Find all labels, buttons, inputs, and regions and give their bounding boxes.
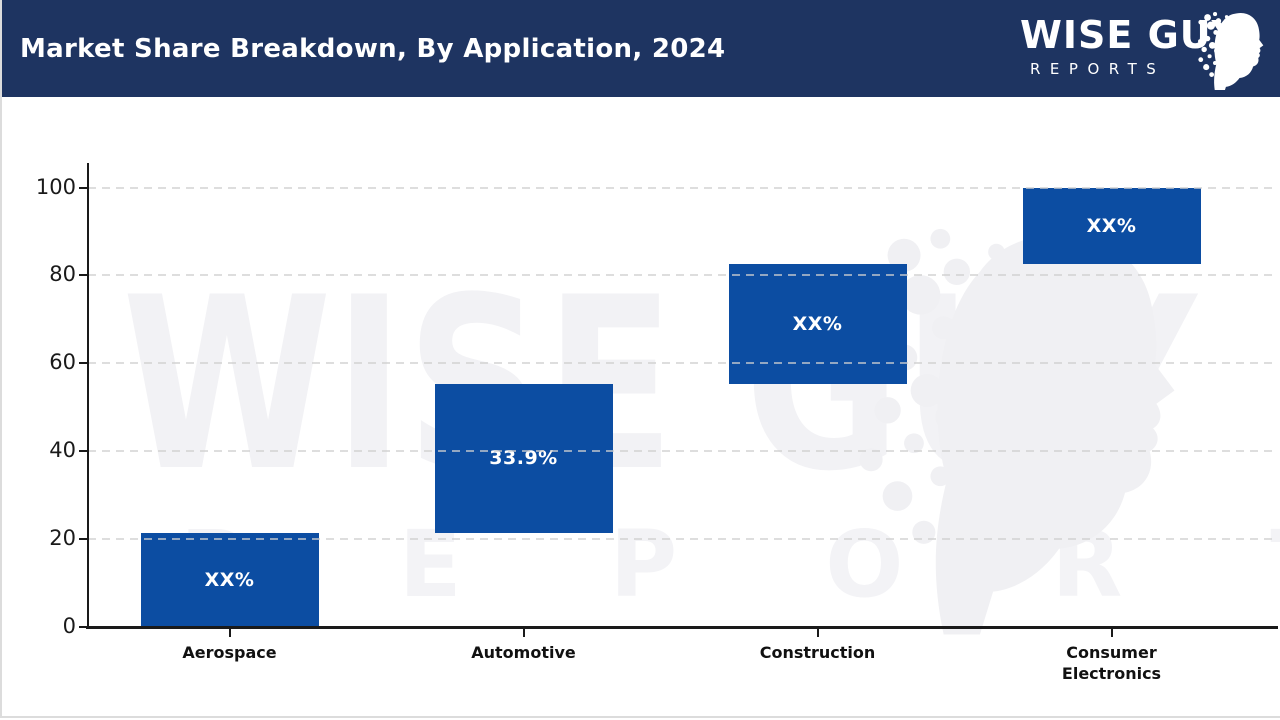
y-gridline	[88, 274, 1277, 277]
y-tick-label: 60	[49, 350, 76, 375]
watermark-line1: WISE GUY	[122, 247, 1198, 524]
svg-text:REPORTS: REPORTS	[1030, 60, 1165, 78]
x-category-label: Consumer Electronics	[1061, 642, 1162, 684]
page-title: Market Share Breakdown, By Application, …	[20, 33, 726, 64]
x-tick	[522, 628, 525, 637]
bar-value-label: XX%	[204, 568, 255, 591]
header-bar: Market Share Breakdown, By Application, …	[0, 0, 1280, 97]
x-tick	[228, 628, 231, 637]
y-tick	[79, 186, 88, 189]
bar-value-label: XX%	[1086, 214, 1137, 237]
wiseguy-logo-icon: WISE GUY REPORTS	[1020, 11, 1264, 96]
x-category-label: Aerospace	[182, 642, 277, 662]
bar-value-label: XX%	[792, 312, 843, 335]
x-tick	[1110, 628, 1113, 637]
y-tick	[79, 537, 88, 540]
y-gridline	[88, 362, 1277, 365]
x-category-label: Automotive	[471, 642, 576, 662]
y-tick-label: 0	[62, 613, 76, 638]
y-tick-label: 80	[49, 262, 76, 287]
x-category-label: Construction	[759, 642, 876, 662]
chart-area: WISE GUY R E P O R T S 0 20 40 60 80 100 XX% Ae…	[0, 97, 1280, 720]
bar-construction: XX%	[728, 263, 907, 384]
y-tick-label: 40	[49, 437, 76, 462]
y-axis-line	[87, 163, 89, 628]
x-tick	[816, 628, 819, 637]
y-gridline	[88, 186, 1277, 189]
y-tick	[79, 362, 88, 365]
y-tick-label: 100	[35, 174, 76, 199]
y-gridline	[88, 449, 1277, 452]
bar-automotive: 33.9%	[434, 383, 613, 533]
y-tick	[79, 449, 88, 452]
y-tick-label: 20	[49, 525, 76, 550]
bar-value-label: 33.9%	[489, 447, 558, 470]
y-tick	[79, 274, 88, 277]
bar-aerospace: XX%	[140, 532, 319, 627]
y-gridline	[88, 537, 1277, 540]
x-axis-line	[86, 626, 1278, 629]
watermark-line2: R E P O R T S	[180, 511, 1280, 618]
wiseguy-logo: WISE GUY REPORTS	[1018, 4, 1266, 96]
y-tick	[79, 625, 88, 628]
bar-consumer-electronics: XX%	[1022, 187, 1201, 264]
